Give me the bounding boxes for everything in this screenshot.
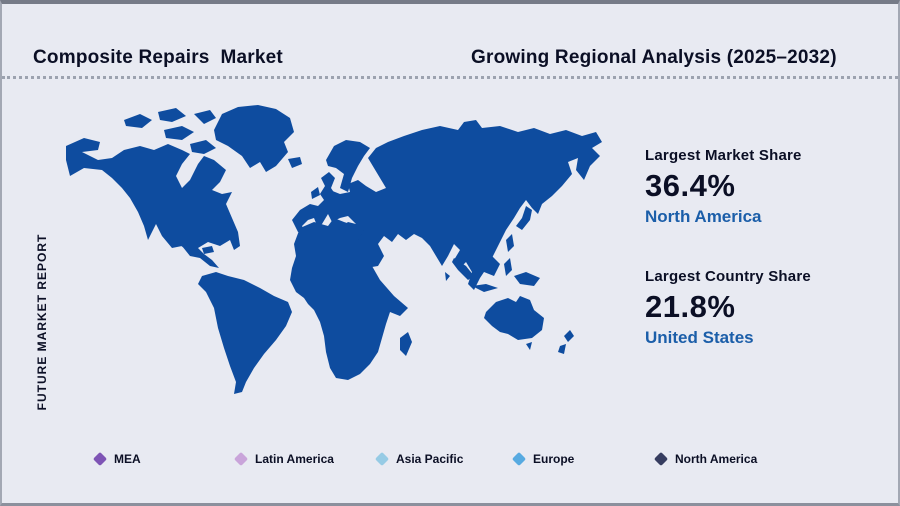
world-map bbox=[64, 100, 634, 404]
legend-label: Europe bbox=[533, 452, 575, 466]
north-america-diamond-icon bbox=[653, 451, 669, 467]
mea-diamond-icon bbox=[92, 451, 108, 467]
world-map-svg bbox=[66, 105, 602, 394]
legend-item-mea: MEA bbox=[92, 450, 141, 468]
country-share-value: 21.8% bbox=[645, 289, 736, 324]
dotted-divider bbox=[2, 76, 898, 79]
country-share-region: United States bbox=[645, 328, 754, 347]
asia-pacific-diamond-icon bbox=[374, 451, 390, 467]
market-share-region: North America bbox=[645, 207, 762, 226]
legend-label: Latin America bbox=[255, 452, 334, 466]
legend-label: North America bbox=[675, 452, 758, 466]
legend-item-latin-america: Latin America bbox=[233, 450, 334, 468]
page-title: Composite Repairs Market bbox=[33, 47, 283, 68]
country-share-stat: Largest Country Share 21.8% United State… bbox=[645, 268, 895, 348]
brand-watermark: FUTURE MARKET REPORT bbox=[35, 233, 49, 411]
legend-label: MEA bbox=[114, 452, 141, 466]
market-share-stat: Largest Market Share 36.4% North America bbox=[645, 147, 895, 227]
legend-item-north-america: North America bbox=[653, 450, 758, 468]
page-subtitle: Growing Regional Analysis (2025–2032) bbox=[471, 47, 837, 68]
country-share-label: Largest Country Share bbox=[645, 268, 811, 285]
market-share-value: 36.4% bbox=[645, 168, 736, 203]
latin-america-diamond-icon bbox=[233, 451, 249, 467]
europe-diamond-icon bbox=[511, 451, 527, 467]
market-share-label: Largest Market Share bbox=[645, 147, 802, 164]
legend-item-europe: Europe bbox=[511, 450, 575, 468]
legend-item-asia-pacific: Asia Pacific bbox=[374, 450, 464, 468]
legend-label: Asia Pacific bbox=[396, 452, 464, 466]
continents-shape bbox=[66, 105, 602, 394]
